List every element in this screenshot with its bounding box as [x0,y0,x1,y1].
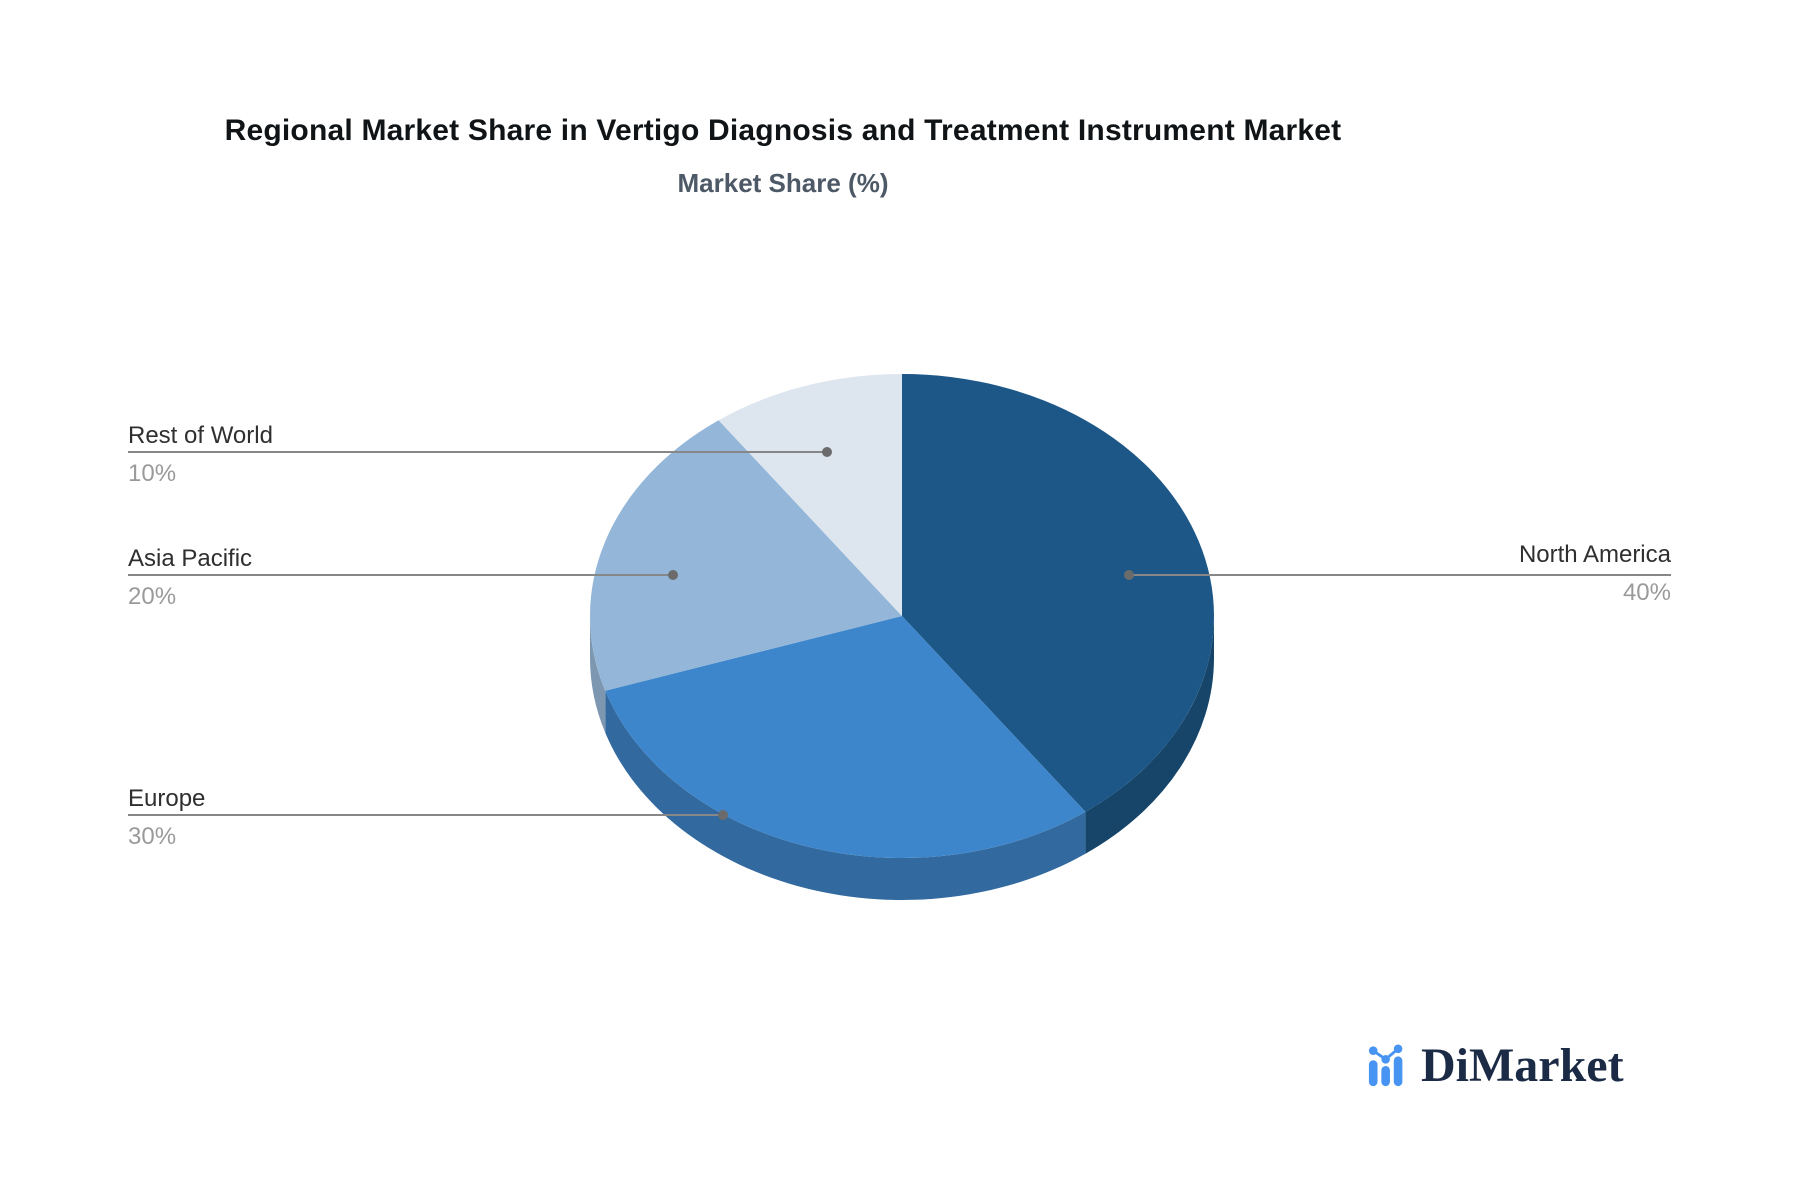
pie-slice-europe[interactable] [605,616,1086,858]
leader-dot-north-america [1124,570,1134,580]
pie-slice-rest-of-world[interactable] [718,374,902,616]
logo-bar-2 [1381,1066,1390,1087]
slice-label-europe: Europe [128,785,206,812]
logo: DiMarket [1367,1039,1624,1092]
leader-dot-asia-pacific [668,570,678,580]
callout-asia-pacific: Asia Pacific 20% [128,545,252,611]
logo-text: DiMarket [1421,1039,1624,1092]
slice-value-europe: 30% [128,823,177,850]
slice-value-north-america: 40% [1622,579,1671,606]
pie-slice-side-asia-pacific [590,616,606,733]
logo-dot-3 [1393,1044,1403,1054]
slice-value-rest-of-world: 10% [128,460,177,487]
pie-slice-asia-pacific[interactable] [590,420,902,691]
leader-dot-rest-of-world [822,447,832,457]
pie-slice-north-america[interactable] [902,374,1214,812]
slice-label-rest-of-world: Rest of World [128,422,273,449]
pie-slice-side-north-america [1085,616,1214,854]
pie-slice-side-europe [605,690,1086,900]
logo-bar-1 [1368,1060,1378,1087]
slice-value-asia-pacific: 20% [128,583,177,610]
chart-title: Regional Market Share in Vertigo Diagnos… [224,114,1342,147]
logo-dot-1 [1368,1046,1378,1055]
logo-bar-3 [1393,1056,1403,1087]
slice-label-asia-pacific: Asia Pacific [128,545,253,572]
slice-label-north-america: North America [1518,541,1671,568]
logo-dot-2 [1381,1055,1390,1064]
callout-north-america: North America 40% [1519,541,1671,607]
callout-rest-of-world: Rest of World 10% [128,422,273,488]
bar-chart-logo-icon [1368,1044,1403,1087]
callout-europe: Europe 30% [128,785,205,851]
chart-subtitle: Market Share (%) [677,168,889,198]
leader-dot-europe [718,810,728,820]
